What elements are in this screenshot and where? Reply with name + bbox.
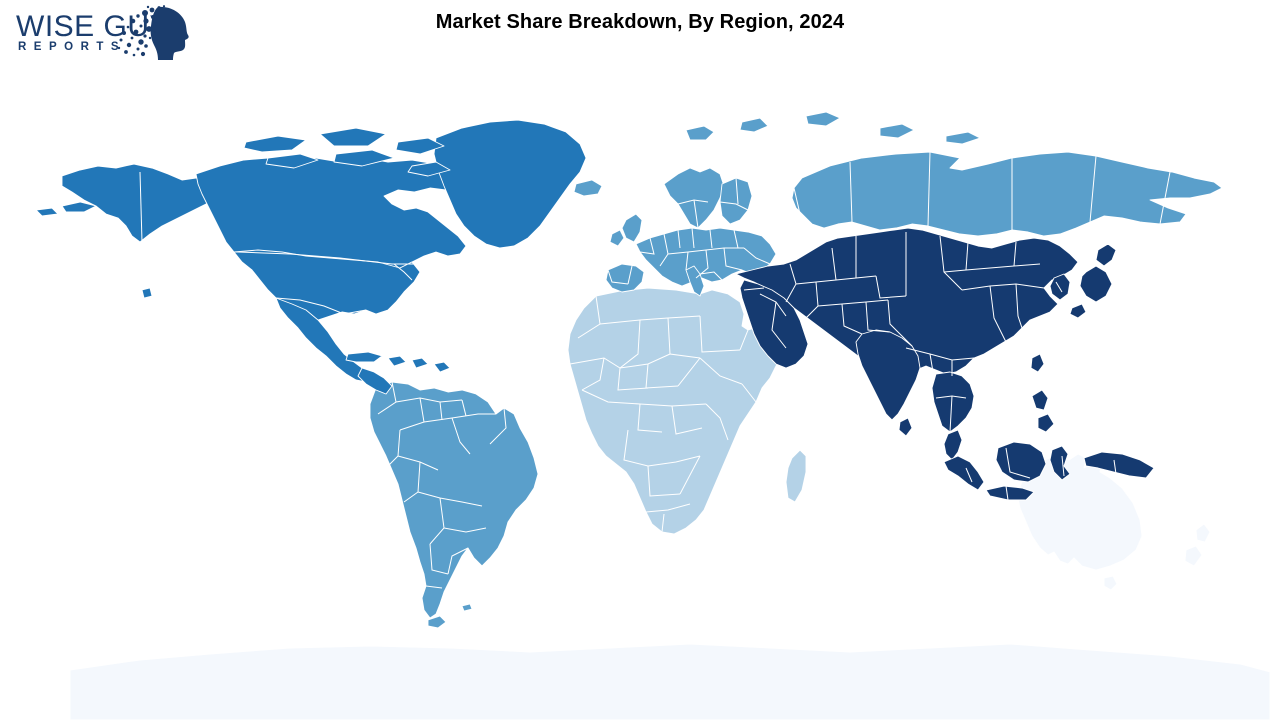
page-title: Market Share Breakdown, By Region, 2024 <box>435 11 845 33</box>
page-header: WISE GUY REPORTS <box>0 0 1280 62</box>
region-europe-russia[interactable] <box>573 111 1223 297</box>
north-america-country-borders <box>139 171 416 315</box>
europe-country-borders <box>607 151 1171 285</box>
brand-logo[interactable]: WISE GUY REPORTS <box>8 4 194 62</box>
asia-country-borders <box>743 232 1117 501</box>
region-oceania[interactable] <box>69 453 1271 720</box>
africa-country-borders <box>569 295 757 533</box>
world-choropleth-map <box>35 111 1271 720</box>
region-asia-pacific[interactable] <box>735 227 1155 501</box>
world-map-container <box>0 58 1280 720</box>
region-africa[interactable] <box>567 287 807 535</box>
region-north-america[interactable] <box>35 119 587 395</box>
region-south-america[interactable] <box>369 381 539 629</box>
logo-subword: REPORTS <box>18 41 127 53</box>
dotted-head-profile-icon <box>117 5 189 60</box>
south-america-country-borders <box>377 381 507 589</box>
